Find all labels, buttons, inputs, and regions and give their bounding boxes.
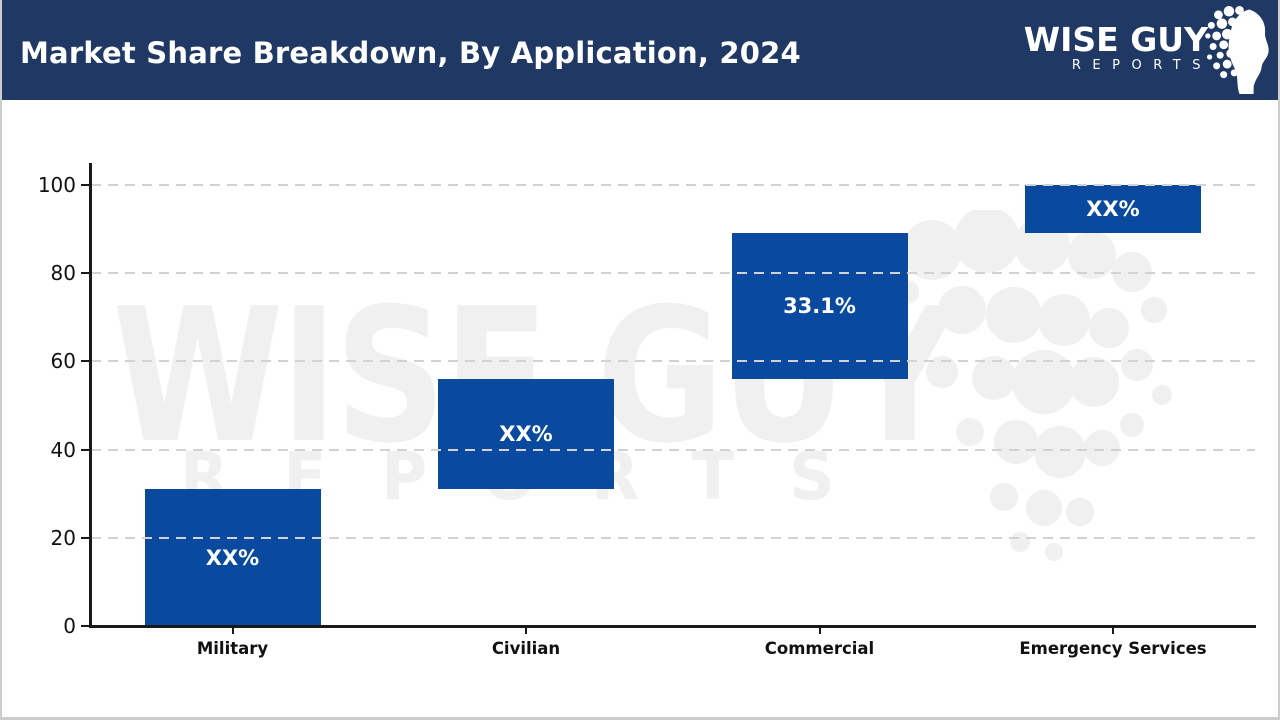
y-tick-60	[81, 360, 90, 363]
y-tick-0	[81, 625, 90, 627]
logo-head-icon	[1205, 6, 1269, 94]
bar-military	[144, 489, 321, 626]
logo-wordmark: WISE GUY	[1023, 20, 1208, 59]
wise-guy-reports-logo: WISE GUY REPORTS	[1024, 0, 1274, 100]
gridline-80	[91, 272, 1255, 275]
x-tick-civilian	[525, 627, 527, 634]
bar-value-label-civilian: XX%	[499, 422, 553, 447]
y-tick-label-20: 20	[50, 525, 76, 550]
category-label-commercial: Commercial	[764, 639, 875, 658]
y-tick-label-60: 60	[50, 349, 76, 374]
y-tick-label-0: 0	[63, 614, 76, 638]
bar-value-label-commercial: 33.1%	[783, 294, 856, 319]
gridline-100	[91, 184, 1255, 186]
header-bar: Market Share Breakdown, By Application, …	[2, 0, 1278, 100]
x-tick-commercial	[818, 627, 821, 634]
gridline-60	[91, 360, 1255, 363]
gridline-40	[91, 448, 1255, 451]
gridline-20	[91, 536, 1255, 539]
bar-value-label-military: XX%	[205, 545, 260, 570]
category-label-military: Military	[196, 639, 269, 658]
y-axis-line	[89, 163, 92, 627]
category-label-emergency-services: Emergency Services	[1019, 639, 1207, 658]
y-tick-100	[81, 184, 90, 186]
x-tick-military	[231, 627, 234, 634]
bar-civilian	[438, 379, 614, 490]
chart-title: Market Share Breakdown, By Application, …	[20, 36, 801, 70]
bar-commercial	[731, 233, 908, 380]
bar-value-label-emergency-services: XX%	[1086, 197, 1140, 222]
logo-reports-text: REPORTS	[1071, 58, 1212, 73]
y-tick-40	[81, 448, 90, 451]
x-tick-emergency-services	[1112, 627, 1114, 634]
x-axis-line	[89, 625, 1256, 628]
y-tick-20	[81, 536, 90, 539]
y-tick-label-80: 80	[50, 261, 76, 286]
y-tick-label-100: 100	[37, 173, 76, 197]
y-tick-80	[81, 272, 90, 275]
y-tick-label-40: 40	[50, 437, 76, 462]
category-label-civilian: Civilian	[491, 639, 561, 658]
